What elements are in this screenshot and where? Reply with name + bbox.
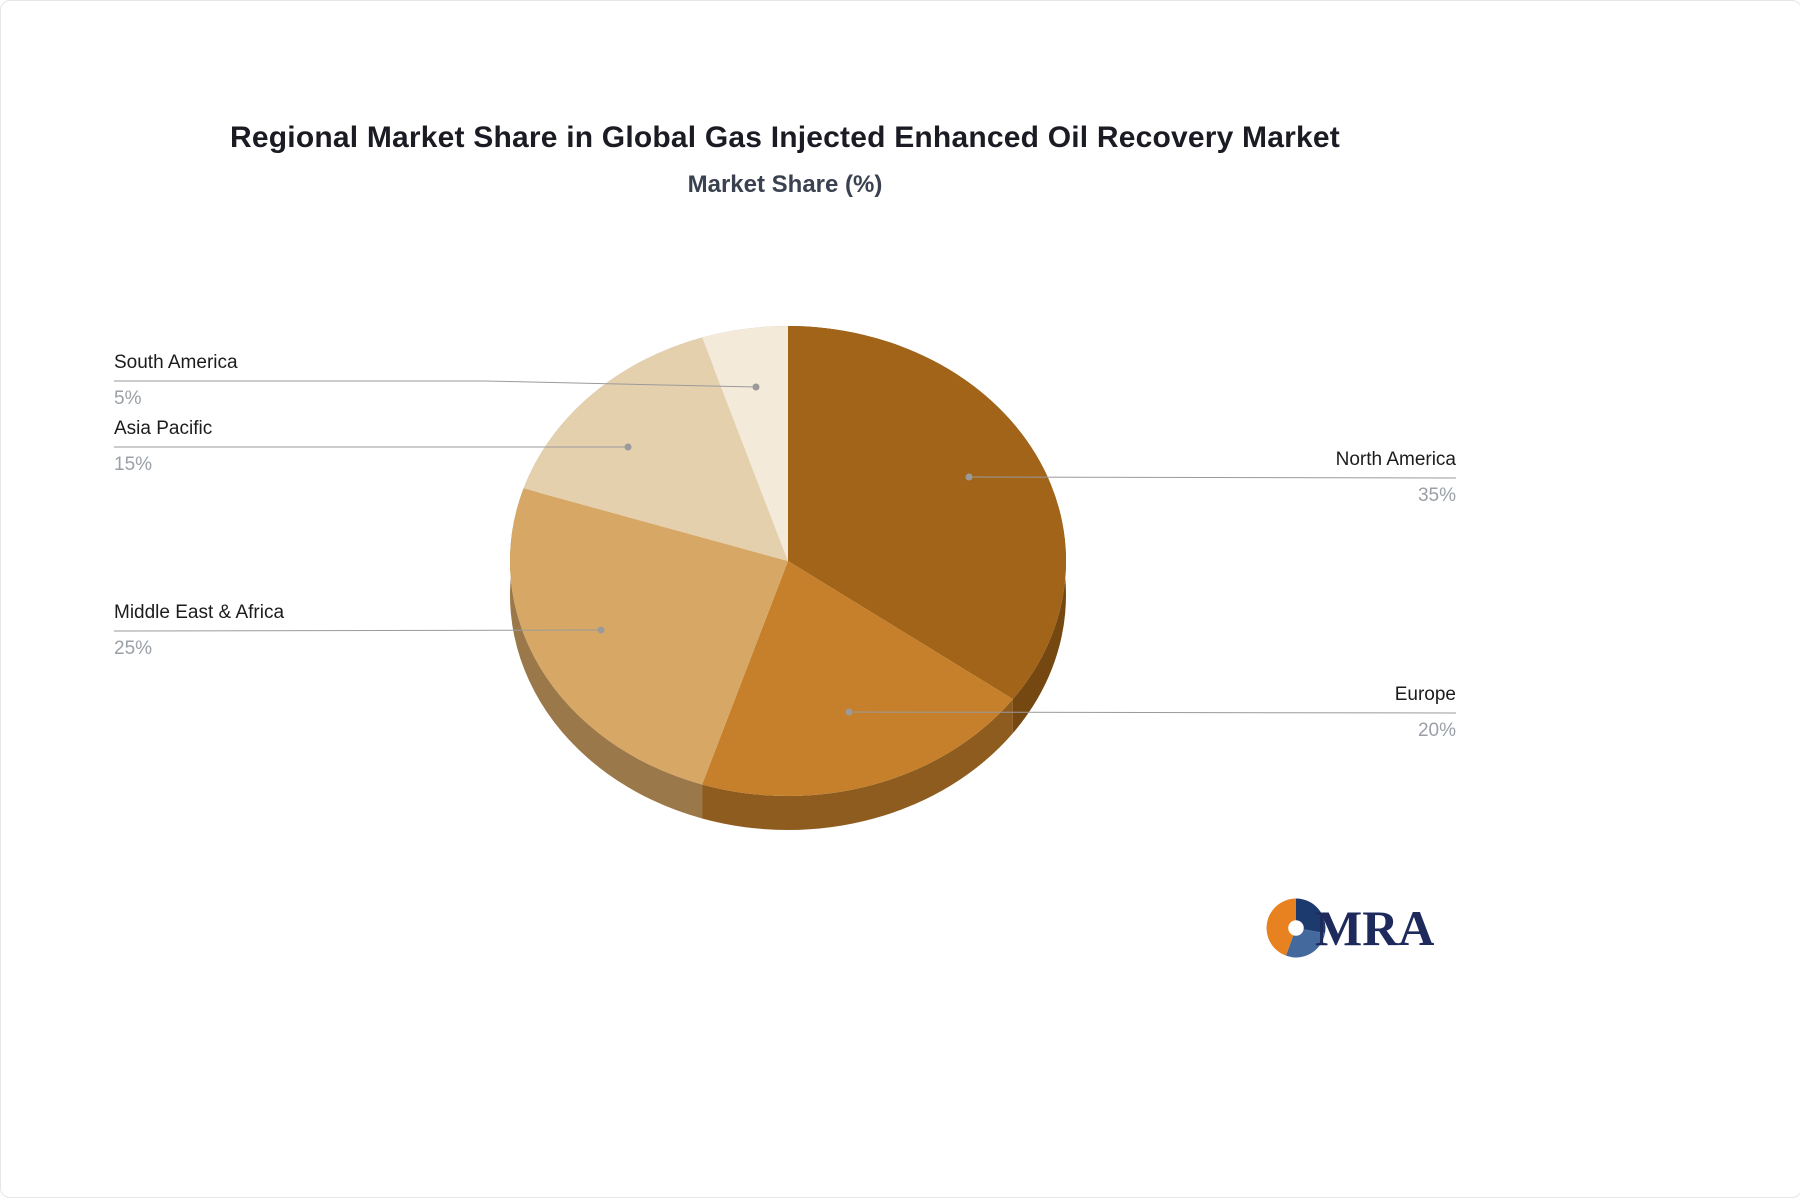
slice-name: South America (114, 352, 238, 373)
pie-label-north-america: North America 35% (965, 449, 1457, 506)
logo-segment-orange (1266, 898, 1296, 956)
slice-value: 5% (114, 388, 142, 409)
label-leader-line (113, 629, 602, 632)
label-leader-line (114, 380, 757, 388)
logo-center-dot (1288, 920, 1304, 936)
label-leader-line (848, 711, 1457, 714)
pie-slice-side-europe (702, 699, 1013, 830)
pie-label-south-america: South America 5% (114, 352, 760, 409)
pie-label-europe: Europe 20% (845, 684, 1457, 741)
label-dot (965, 473, 973, 481)
pie-slice-asia-pacific (523, 337, 788, 561)
chart-title: Regional Market Share in Global Gas Inje… (230, 121, 1340, 154)
logo-segment-navy (1296, 898, 1326, 934)
label-dot (845, 708, 853, 716)
pie-label-asia-pacific: Asia Pacific 15% (114, 418, 632, 475)
brand-logo-text: MRA (1315, 900, 1435, 956)
slice-name: Europe (1395, 684, 1456, 705)
slice-value: 20% (1418, 720, 1456, 741)
pie-slice-europe (702, 561, 1013, 796)
pie-slice-south-america (702, 326, 788, 561)
slice-name: Asia Pacific (114, 418, 212, 439)
label-dot (624, 443, 632, 451)
chart-subtitle: Market Share (%) (687, 171, 883, 198)
slice-value: 15% (114, 454, 152, 475)
label-dot (752, 383, 760, 391)
slice-value: 25% (114, 638, 152, 659)
pie-label-middle-east-africa: Middle East & Africa 25% (113, 602, 605, 659)
slice-name: Middle East & Africa (114, 602, 284, 623)
brand-logo-icon (1266, 898, 1326, 958)
label-dot (597, 626, 605, 634)
pie-slice-middle-east-africa (509, 488, 788, 785)
pie-slice-side-middle-east-africa (509, 488, 703, 819)
brand-logo: MRA (1265, 897, 1434, 959)
slice-name: North America (1336, 449, 1457, 470)
label-leader-line (968, 476, 1457, 479)
pie-slice-north-america (788, 326, 1066, 700)
slice-value: 35% (1418, 485, 1456, 506)
